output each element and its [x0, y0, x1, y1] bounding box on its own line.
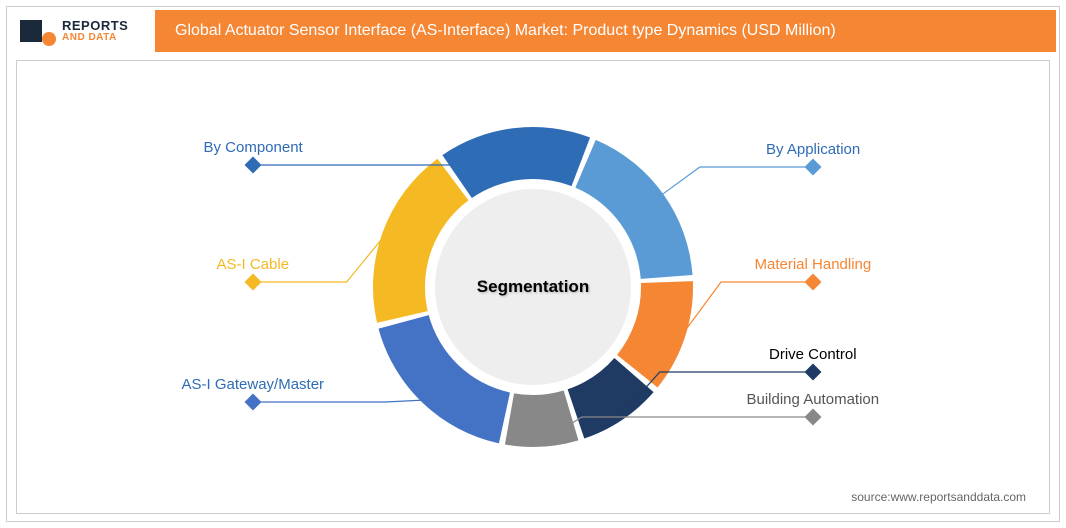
page-title: Global Actuator Sensor Interface (AS-Int…: [155, 10, 1056, 52]
source-text: source:www.reportsanddata.com: [851, 490, 1026, 504]
segment-label: AS-I Cable: [217, 256, 290, 288]
segment-label: By Application: [766, 141, 860, 173]
diamond-icon: [245, 157, 262, 174]
diamond-icon: [804, 409, 821, 426]
segment-label-text: AS-I Cable: [217, 256, 290, 273]
segment-label: Drive Control: [769, 346, 857, 378]
segment-label-text: Drive Control: [769, 346, 857, 363]
segment-label-text: By Component: [204, 139, 303, 156]
diamond-icon: [804, 274, 821, 291]
diamond-icon: [805, 159, 822, 176]
logo-line2: AND DATA: [62, 33, 128, 44]
diamond-icon: [244, 274, 261, 291]
segment-label: Building Automation: [747, 391, 880, 423]
segment-label: AS-I Gateway/Master: [182, 376, 325, 408]
segment-label-text: AS-I Gateway/Master: [182, 376, 325, 393]
segment-label: Material Handling: [755, 256, 872, 288]
logo-icon: [20, 16, 56, 46]
diamond-icon: [244, 394, 261, 411]
logo-text: REPORTS AND DATA: [62, 19, 128, 43]
segment-label-text: By Application: [766, 141, 860, 158]
logo: REPORTS AND DATA: [10, 10, 155, 52]
segment-label: By Component: [204, 139, 303, 171]
segment-label-text: Material Handling: [755, 256, 872, 273]
diamond-icon: [804, 364, 821, 381]
segment-label-text: Building Automation: [747, 391, 880, 408]
logo-line1: REPORTS: [62, 19, 128, 33]
header: REPORTS AND DATA Global Actuator Sensor …: [10, 10, 1056, 52]
center-label: Segmentation: [477, 277, 589, 297]
chart-area: Segmentation By Application Material Hand…: [16, 60, 1050, 514]
donut-segment: [442, 127, 590, 198]
donut-segment: [505, 391, 579, 447]
